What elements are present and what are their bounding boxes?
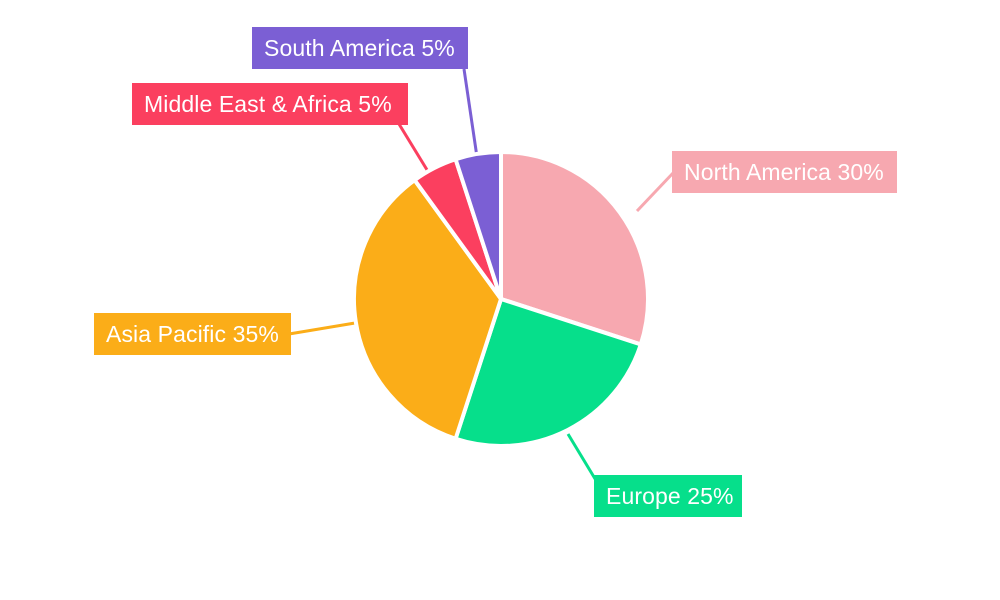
- pie-label-north-america[interactable]: North America 30%: [672, 151, 897, 193]
- pie-slice-south-america[interactable]: [453, 150, 503, 301]
- pie-slice-asia-pacific[interactable]: [352, 178, 503, 441]
- pie-label-asia-pacific[interactable]: Asia Pacific 35%: [94, 313, 291, 355]
- pie-slice-group: [352, 150, 650, 448]
- leader-line-asia-pacific: [288, 321, 356, 336]
- pie-label-south-america[interactable]: South America 5%: [252, 27, 468, 69]
- leader-line-south-america: [462, 68, 479, 158]
- pie-slice-europe[interactable]: [453, 297, 643, 448]
- pie-label-europe[interactable]: Europe 25%: [594, 475, 742, 517]
- leader-line-middle-east-africa: [397, 123, 434, 179]
- pie-slice-north-america[interactable]: [499, 150, 650, 347]
- pie-label-middle-east-africa[interactable]: Middle East & Africa 5%: [132, 83, 408, 125]
- leader-line-north-america: [635, 170, 676, 213]
